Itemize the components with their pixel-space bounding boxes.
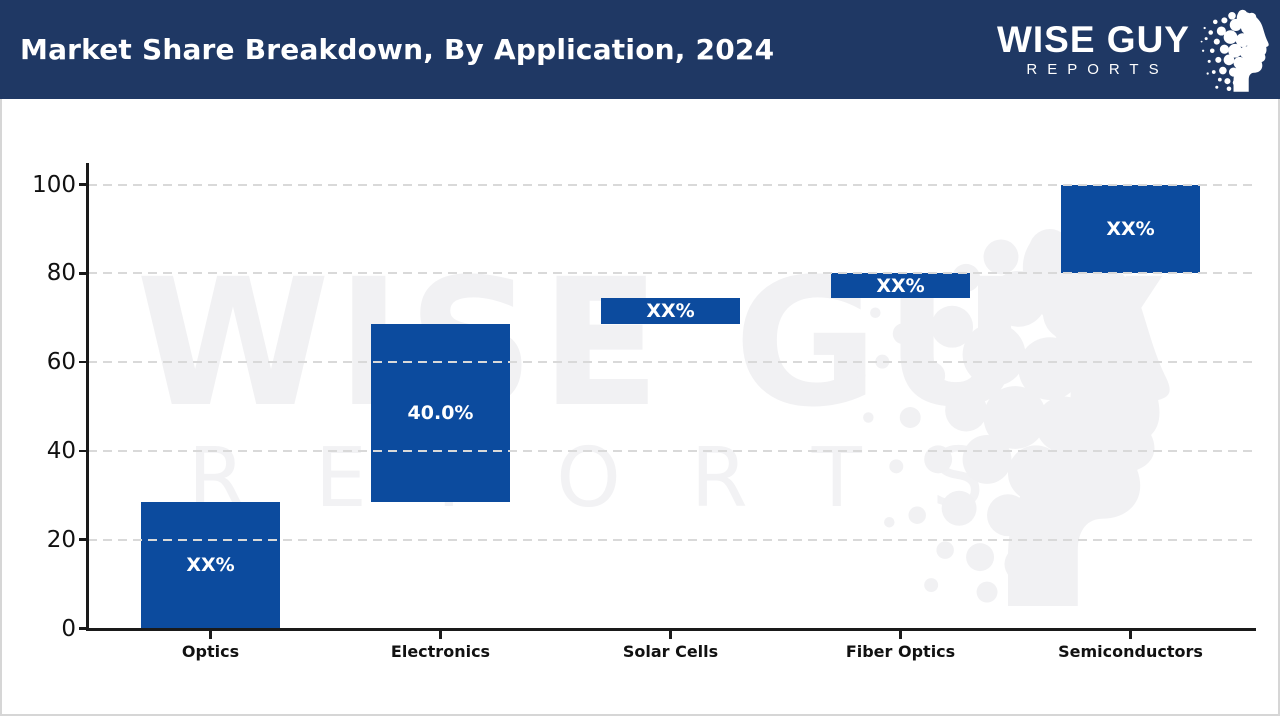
y-tick-label-0: 0 [61, 615, 76, 642]
bar-value-label: 40.0% [407, 402, 474, 425]
y-tick-60 [79, 360, 86, 364]
y-tick-label-40: 40 [46, 437, 76, 464]
x-tick-label-0: Optics [181, 642, 240, 661]
bar-value-label: XX% [876, 274, 925, 297]
y-tick-100 [79, 183, 86, 186]
bar-value-label: XX% [646, 300, 695, 323]
x-tick-1 [439, 631, 442, 639]
x-tick-2 [669, 631, 672, 639]
y-tick-label-80: 80 [46, 260, 76, 287]
x-tick-label-2: Solar Cells [622, 642, 719, 661]
gridline-100 [88, 183, 1254, 186]
x-tick-0 [209, 631, 212, 639]
y-tick-label-100: 100 [32, 171, 76, 198]
logo-text: WISE GUY REPORTS [997, 21, 1190, 78]
gridline-20 [88, 538, 1254, 541]
wiseguy-logo: WISE GUY REPORTS [997, 7, 1270, 93]
page-title: Market Share Breakdown, By Application, … [20, 33, 775, 66]
x-tick-label-4: Semiconductors [1058, 642, 1203, 661]
bar-semiconductors: XX% [1061, 184, 1200, 274]
dotted-head-logo-icon [1200, 9, 1269, 92]
bar-solar-cells: XX% [601, 297, 740, 325]
bar-value-label: XX% [186, 554, 235, 577]
x-tick-3 [899, 631, 902, 639]
y-axis-line [86, 163, 89, 631]
y-tick-0 [79, 627, 86, 630]
gridline-80 [88, 272, 1254, 275]
x-tick-label-1: Electronics [390, 642, 491, 661]
x-tick-label-3: Fiber Optics [845, 642, 956, 661]
bar-optics: XX% [141, 501, 280, 629]
y-tick-label-60: 60 [46, 349, 76, 376]
y-tick-80 [79, 272, 86, 275]
y-tick-20 [79, 538, 86, 541]
bar-value-label: XX% [1106, 217, 1155, 240]
gridline-60 [88, 361, 1254, 364]
y-tick-40 [79, 449, 86, 453]
x-tick-4 [1129, 631, 1132, 639]
x-axis-line [86, 628, 1256, 631]
bar-fiber-optics: XX% [831, 273, 970, 298]
gridline-40 [88, 449, 1254, 452]
bar-electronics: 40.0% [371, 324, 510, 502]
logo-wordmark: WISE GUY [996, 19, 1190, 60]
header-bar: Market Share Breakdown, By Application, … [0, 0, 1280, 99]
y-tick-label-20: 20 [46, 526, 76, 553]
logo-subtext: REPORTS [1026, 61, 1169, 78]
